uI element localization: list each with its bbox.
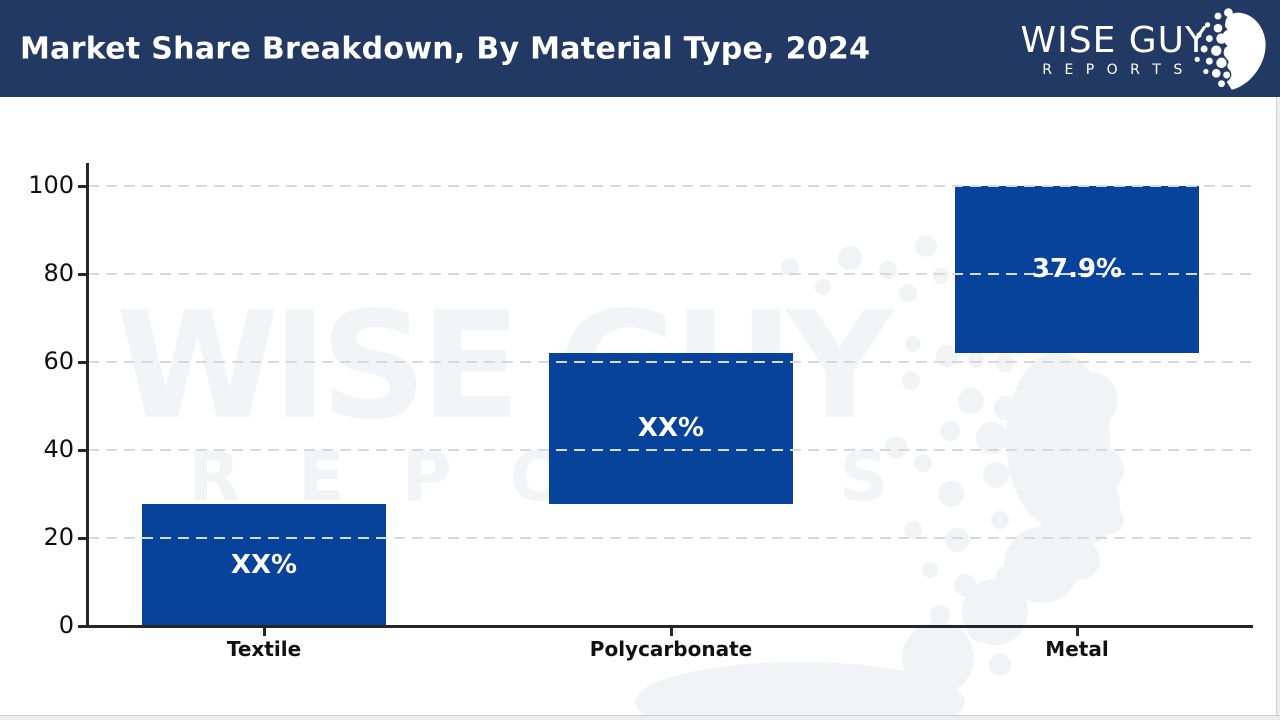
x-tick-label-metal: Metal bbox=[1045, 637, 1109, 661]
x-tick-label-textile: Textile bbox=[226, 637, 302, 661]
wise-guy-logo: WISE GUY R E P O R T S bbox=[1021, 2, 1271, 95]
logo-subtitle: R E P O R T S bbox=[1042, 62, 1187, 79]
gridline bbox=[88, 361, 1253, 363]
y-tick-label: 0 bbox=[58, 610, 74, 639]
bar-metal bbox=[955, 186, 1199, 353]
x-axis-line bbox=[86, 625, 1253, 628]
y-tick-label: 60 bbox=[43, 346, 74, 375]
gridline bbox=[88, 449, 1253, 451]
page-title: Market Share Breakdown, By Material Type… bbox=[20, 31, 871, 66]
bar-polycarbonate bbox=[549, 352, 793, 504]
x-tick-mark bbox=[262, 628, 266, 636]
gridline bbox=[88, 273, 1253, 275]
y-tick-label: 100 bbox=[28, 170, 74, 199]
x-tick-mark bbox=[1075, 628, 1079, 636]
y-tick-mark bbox=[78, 624, 87, 628]
y-tick-mark bbox=[78, 536, 87, 540]
y-tick-label: 80 bbox=[43, 258, 74, 287]
x-tick-label-polycarbonate: Polycarbonate bbox=[589, 637, 753, 661]
y-tick-mark bbox=[78, 360, 87, 364]
gridline bbox=[88, 537, 1253, 539]
y-tick-mark bbox=[78, 448, 87, 452]
bar-textile bbox=[142, 503, 386, 626]
logo-text: WISE GUY R E P O R T S bbox=[1021, 21, 1209, 79]
header-bar: Market Share Breakdown, By Material Type… bbox=[0, 0, 1280, 97]
y-axis-line bbox=[86, 163, 89, 627]
bottom-edge-border bbox=[0, 715, 1280, 720]
bar-value-label: 37.9% bbox=[1031, 254, 1123, 285]
x-tick-mark bbox=[669, 628, 673, 636]
y-tick-mark bbox=[78, 184, 87, 188]
right-edge-border bbox=[1276, 97, 1280, 720]
logo-wordmark: WISE GUY bbox=[1020, 19, 1208, 61]
gridline bbox=[88, 185, 1253, 187]
bar-value-label: XX% bbox=[230, 549, 298, 580]
wise-guy-face-icon bbox=[1194, 7, 1266, 90]
y-tick-label: 20 bbox=[43, 522, 74, 551]
y-tick-label: 40 bbox=[43, 434, 74, 463]
y-tick-mark bbox=[78, 272, 87, 276]
bar-value-label: XX% bbox=[637, 413, 705, 444]
